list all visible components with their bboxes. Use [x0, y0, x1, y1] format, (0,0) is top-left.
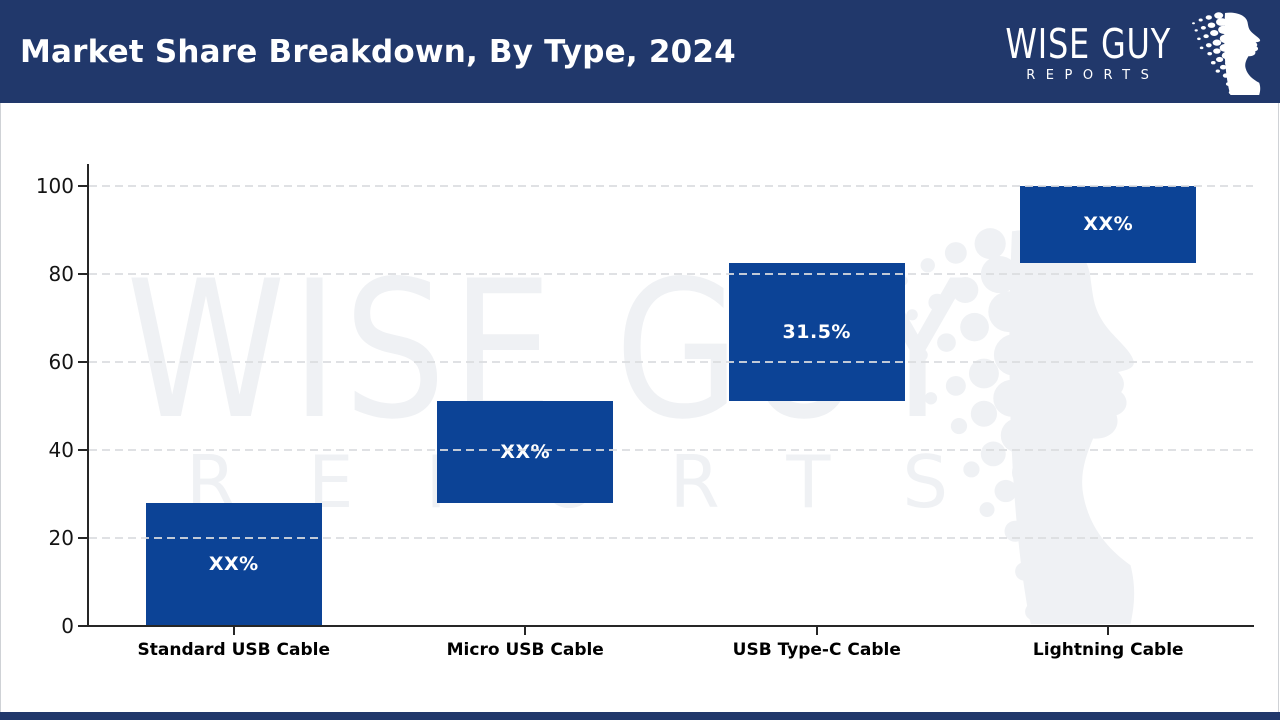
gridline	[89, 537, 1253, 539]
gridline	[89, 361, 1253, 363]
footer-bar	[0, 712, 1280, 720]
x-axis-spine	[87, 625, 1254, 627]
y-tick-mark	[78, 625, 87, 627]
bar-segment: XX%	[145, 502, 322, 626]
bar-value-label: XX%	[500, 440, 551, 463]
y-tick-label: 60	[48, 350, 74, 374]
y-tick-label: 20	[48, 526, 74, 550]
y-tick-label: 40	[48, 438, 74, 462]
gridline	[89, 449, 1253, 451]
x-tick-mark	[524, 627, 527, 635]
y-tick-mark	[78, 449, 87, 451]
y-tick-label: 100	[35, 174, 74, 198]
y-axis-spine	[87, 164, 89, 627]
x-tick-mark	[232, 627, 235, 635]
page-title: Market Share Breakdown, By Type, 2024	[20, 33, 736, 70]
header: Market Share Breakdown, By Type, 2024 WI…	[0, 0, 1280, 103]
bar-value-label: XX%	[208, 553, 259, 576]
y-tick-label: 80	[48, 262, 74, 286]
logo-wordmark-text: WISE GUY	[1004, 19, 1171, 68]
y-tick-mark	[78, 185, 87, 187]
left-border	[0, 103, 1, 712]
x-category-label: Standard USB Cable	[137, 640, 330, 660]
bar-segment: 31.5%	[728, 262, 905, 402]
logo: WISE GUY REPORTS	[982, 11, 1270, 95]
x-category-label: Micro USB Cable	[446, 640, 604, 660]
gridline	[89, 273, 1253, 275]
y-tick-label: 0	[61, 614, 74, 638]
x-tick-mark	[1107, 627, 1110, 635]
logo-wordmark: WISE GUY REPORTS	[982, 19, 1194, 83]
y-tick-mark	[78, 273, 87, 275]
x-category-label: Lightning Cable	[1032, 640, 1184, 660]
bar-segment: XX%	[1020, 186, 1197, 263]
logo-head-icon	[1180, 11, 1270, 95]
right-border	[1278, 103, 1279, 712]
y-tick-mark	[78, 537, 87, 539]
bar-segment: XX%	[437, 401, 614, 503]
bar-value-label: XX%	[1083, 213, 1134, 236]
x-category-label: USB Type-C Cable	[732, 640, 901, 660]
x-tick-mark	[815, 627, 818, 635]
logo-reports-text: REPORTS	[1026, 67, 1160, 83]
y-tick-mark	[78, 361, 87, 363]
bar-value-label: 31.5%	[782, 320, 851, 343]
gridline	[89, 185, 1253, 187]
